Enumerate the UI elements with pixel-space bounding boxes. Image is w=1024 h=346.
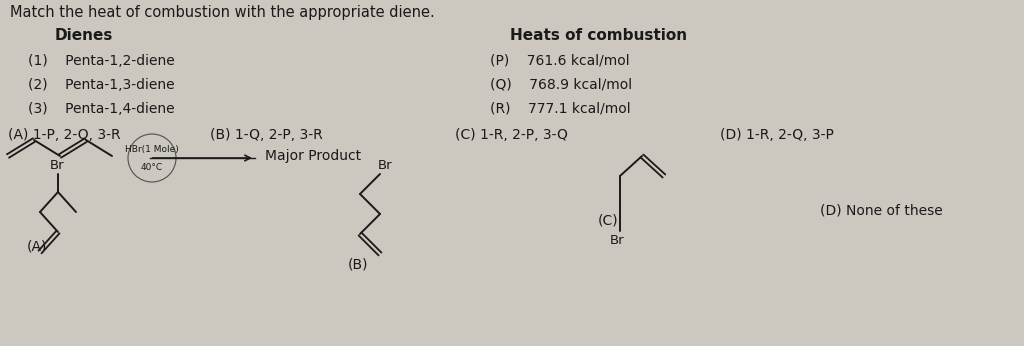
Text: (1)    Penta-1,2-diene: (1) Penta-1,2-diene — [28, 54, 175, 68]
Text: (B): (B) — [348, 257, 369, 271]
Text: (C): (C) — [598, 214, 618, 228]
Text: Match the heat of combustion with the appropriate diene.: Match the heat of combustion with the ap… — [10, 5, 435, 20]
Text: (C) 1-R, 2-P, 3-Q: (C) 1-R, 2-P, 3-Q — [455, 128, 568, 142]
Text: (P)    761.6 kcal/mol: (P) 761.6 kcal/mol — [490, 54, 630, 68]
Text: Br: Br — [50, 160, 65, 173]
Text: (A): (A) — [27, 239, 47, 253]
Text: (A) 1-P, 2-Q, 3-R: (A) 1-P, 2-Q, 3-R — [8, 128, 121, 142]
Text: HBr(1 Mole): HBr(1 Mole) — [125, 146, 179, 155]
Text: 40°C: 40°C — [141, 163, 163, 172]
Text: (D) None of these: (D) None of these — [820, 204, 943, 218]
Text: Br: Br — [378, 160, 392, 173]
Text: Dienes: Dienes — [55, 28, 114, 43]
Text: Major Product: Major Product — [265, 149, 361, 163]
Text: (R)    777.1 kcal/mol: (R) 777.1 kcal/mol — [490, 102, 631, 116]
Text: Heats of combustion: Heats of combustion — [510, 28, 687, 43]
Text: (B) 1-Q, 2-P, 3-R: (B) 1-Q, 2-P, 3-R — [210, 128, 323, 142]
Text: (D) 1-R, 2-Q, 3-P: (D) 1-R, 2-Q, 3-P — [720, 128, 834, 142]
Text: Br: Br — [609, 235, 625, 247]
Text: (Q)    768.9 kcal/mol: (Q) 768.9 kcal/mol — [490, 78, 632, 92]
Text: (2)    Penta-1,3-diene: (2) Penta-1,3-diene — [28, 78, 175, 92]
Text: (3)    Penta-1,4-diene: (3) Penta-1,4-diene — [28, 102, 175, 116]
